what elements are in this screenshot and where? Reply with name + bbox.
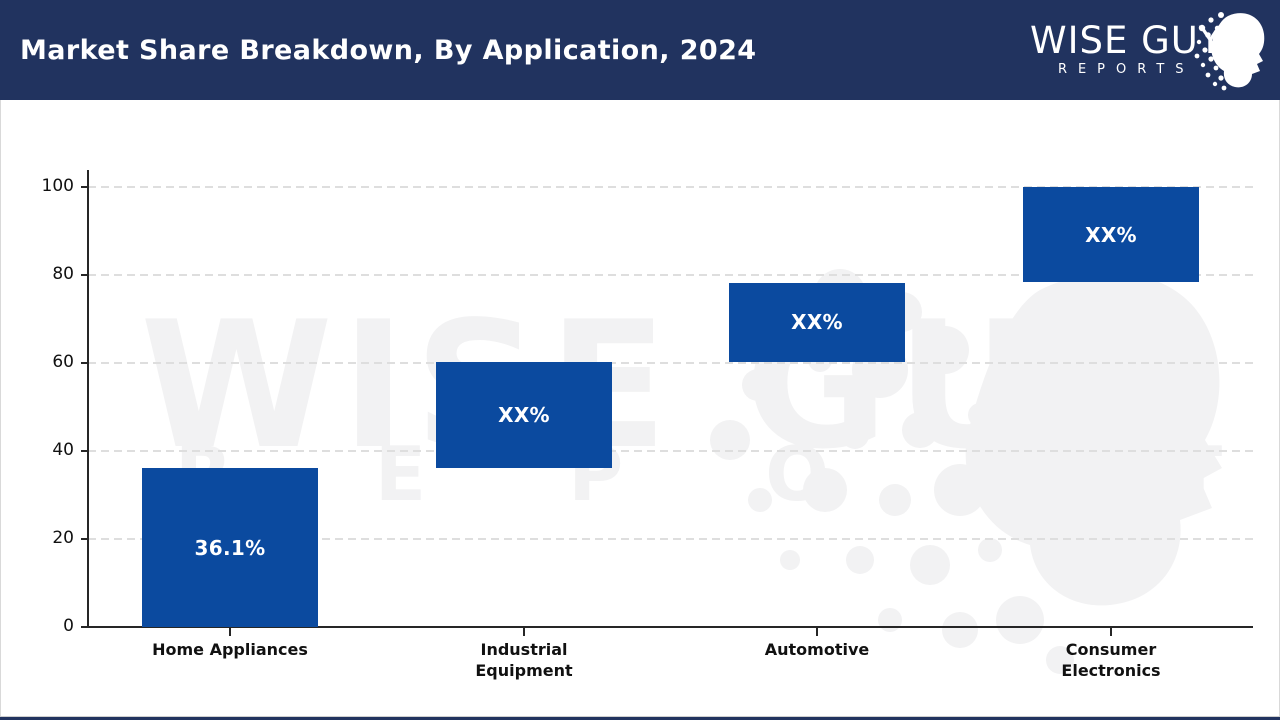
y-axis-tick-label: 40: [52, 440, 74, 460]
x-axis-tick-mark: [1110, 628, 1112, 636]
chart-bar: XX%: [729, 282, 905, 362]
y-axis-tick-mark: [81, 450, 88, 452]
y-axis-tick-mark: [81, 274, 88, 276]
y-axis-tick-label: 60: [52, 352, 74, 372]
bar-value-label: XX%: [498, 403, 550, 428]
y-axis-tick-label: 80: [52, 264, 74, 284]
chart-bar: 36.1%: [142, 468, 318, 627]
x-axis-tick-mark: [523, 628, 525, 636]
gridline: [88, 450, 1253, 452]
bar-value-label: XX%: [791, 310, 843, 335]
x-axis-category-label: Consumer Electronics: [1061, 640, 1161, 680]
header-band: Market Share Breakdown, By Application, …: [0, 0, 1280, 100]
logo-wordmark: WISE GUY: [1030, 19, 1223, 62]
footer-divider: [0, 716, 1280, 717]
x-axis-tick-mark: [229, 628, 231, 636]
chart-bar: XX%: [436, 362, 612, 469]
chart-bar: XX%: [1023, 187, 1199, 283]
y-axis-tick-label: 100: [41, 176, 74, 196]
x-axis-line: [87, 626, 1253, 628]
gridline: [88, 538, 1253, 540]
x-axis-tick-mark: [816, 628, 818, 636]
bar-value-label: XX%: [1085, 222, 1137, 247]
x-axis-category-label: Industrial Equipment: [475, 640, 573, 680]
y-axis-tick-label: 20: [52, 528, 74, 548]
logo-text: WISE GUY REPORTS: [1030, 19, 1223, 77]
gridline: [88, 186, 1253, 188]
y-axis-tick-mark: [81, 362, 88, 364]
y-axis-tick-label: 0: [63, 616, 74, 636]
logo-subtitle: REPORTS: [1057, 61, 1195, 77]
logo-face-icon: [1194, 12, 1265, 91]
y-axis-tick-mark: [81, 626, 88, 628]
x-axis-category-label: Automotive: [764, 640, 870, 659]
gridline: [88, 274, 1253, 276]
footer-bar: [0, 717, 1280, 720]
bar-value-label: 36.1%: [194, 535, 266, 560]
page-title: Market Share Breakdown, By Application, …: [20, 34, 757, 66]
y-axis-tick-mark: [81, 186, 88, 188]
gridline: [88, 362, 1253, 364]
y-axis-tick-mark: [81, 538, 88, 540]
y-axis-line: [87, 170, 89, 628]
wise-guy-logo: WISE GUY REPORTS: [1012, 8, 1265, 92]
x-axis-category-label: Home Appliances: [152, 640, 308, 659]
